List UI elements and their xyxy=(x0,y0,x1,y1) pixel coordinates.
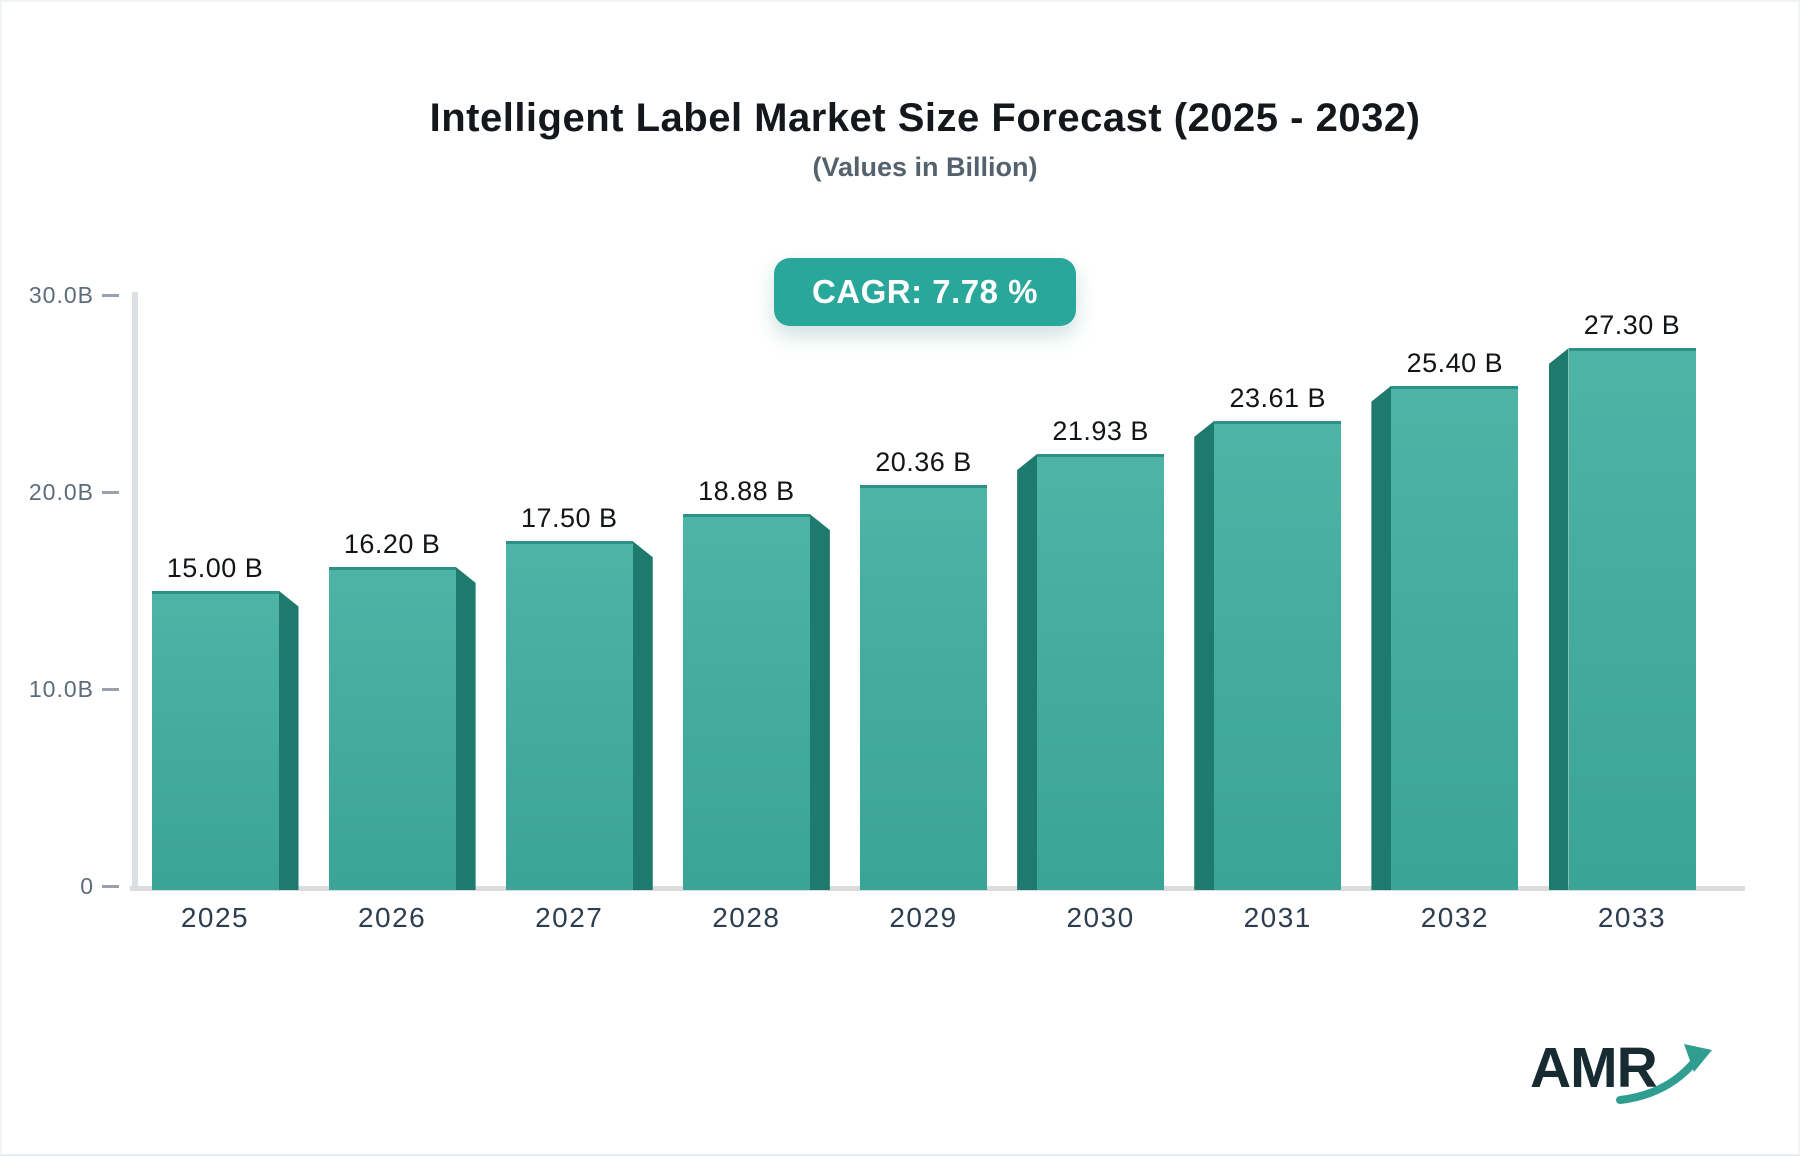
x-axis-label-2029: 2029 xyxy=(889,902,958,933)
bar-value-label: 23.61 B xyxy=(1229,382,1327,413)
bar-side-face xyxy=(455,566,476,890)
y-tick-label: 30.0B xyxy=(28,282,94,308)
bar-top-edge xyxy=(328,566,456,570)
y-tick-label: 20.0B xyxy=(28,479,94,505)
x-axis-label-2025: 2025 xyxy=(180,902,250,933)
bar-side-face xyxy=(632,541,653,890)
y-tick-mark xyxy=(102,884,119,888)
bar-top-edge xyxy=(1214,420,1342,424)
bar-value-label: 25.40 B xyxy=(1406,347,1504,378)
chart-subtitle: (Values in Billion) xyxy=(812,152,1038,182)
amr-logo: AMR xyxy=(1530,1036,1730,1116)
bar-top-edge xyxy=(1568,348,1696,352)
bar-2027 xyxy=(505,541,633,890)
bar-2031 xyxy=(1214,420,1342,890)
bar-2028 xyxy=(682,514,810,890)
bar-top-edge xyxy=(151,590,279,594)
bar-2032 xyxy=(1391,385,1519,890)
bar-2029 xyxy=(860,484,987,890)
bar-2026 xyxy=(328,566,456,890)
x-axis-label-2028: 2028 xyxy=(712,902,781,933)
x-axis-label-2030: 2030 xyxy=(1066,902,1135,933)
y-tick-label: 10.0B xyxy=(28,676,94,702)
y-tick-mark xyxy=(102,293,119,297)
bar-2033 xyxy=(1568,348,1696,890)
bar-side-face xyxy=(1194,420,1215,890)
x-axis-label-2027: 2027 xyxy=(535,902,604,933)
bar-value-label: 15.00 B xyxy=(166,552,264,583)
bar-side-face xyxy=(809,514,830,890)
cagr-badge: CAGR: 7.78 % xyxy=(773,258,1077,326)
bar-top-edge xyxy=(1391,385,1519,389)
bar-value-label: 18.88 B xyxy=(698,476,795,507)
chart-title: Intelligent Label Market Size Forecast (… xyxy=(429,96,1421,140)
amr-logo-text: AMR xyxy=(1530,1036,1658,1100)
bar-top-edge xyxy=(860,484,987,488)
x-axis-label-2031: 2031 xyxy=(1243,902,1312,933)
bar-side-face xyxy=(1371,385,1392,890)
bar-value-label: 27.30 B xyxy=(1583,310,1681,341)
bar-side-face xyxy=(278,590,299,890)
x-axis-label-2026: 2026 xyxy=(357,902,427,933)
x-axis-label-2033: 2033 xyxy=(1597,902,1667,933)
bar-2030 xyxy=(1037,453,1165,890)
y-axis-line xyxy=(132,292,138,891)
bar-top-edge xyxy=(505,541,633,545)
bar-top-edge xyxy=(682,514,810,518)
y-tick-mark xyxy=(102,490,119,494)
bar-2025 xyxy=(151,590,279,890)
bar-side-face xyxy=(1017,453,1038,890)
y-tick-label: 0 xyxy=(80,873,94,899)
bar-top-edge xyxy=(1037,453,1165,457)
x-axis-label-2032: 2032 xyxy=(1420,902,1490,933)
bar-side-face xyxy=(1548,348,1569,890)
bar-value-label: 20.36 B xyxy=(875,446,972,477)
amr-logo-arrow-icon xyxy=(1616,1044,1712,1104)
bar-value-label: 16.20 B xyxy=(343,528,441,559)
bar-value-label: 17.50 B xyxy=(520,503,618,534)
y-tick-mark xyxy=(102,687,119,691)
bar-value-label: 21.93 B xyxy=(1052,415,1149,446)
cagr-badge-wrap: CAGR: 7.78 % xyxy=(52,258,1798,326)
